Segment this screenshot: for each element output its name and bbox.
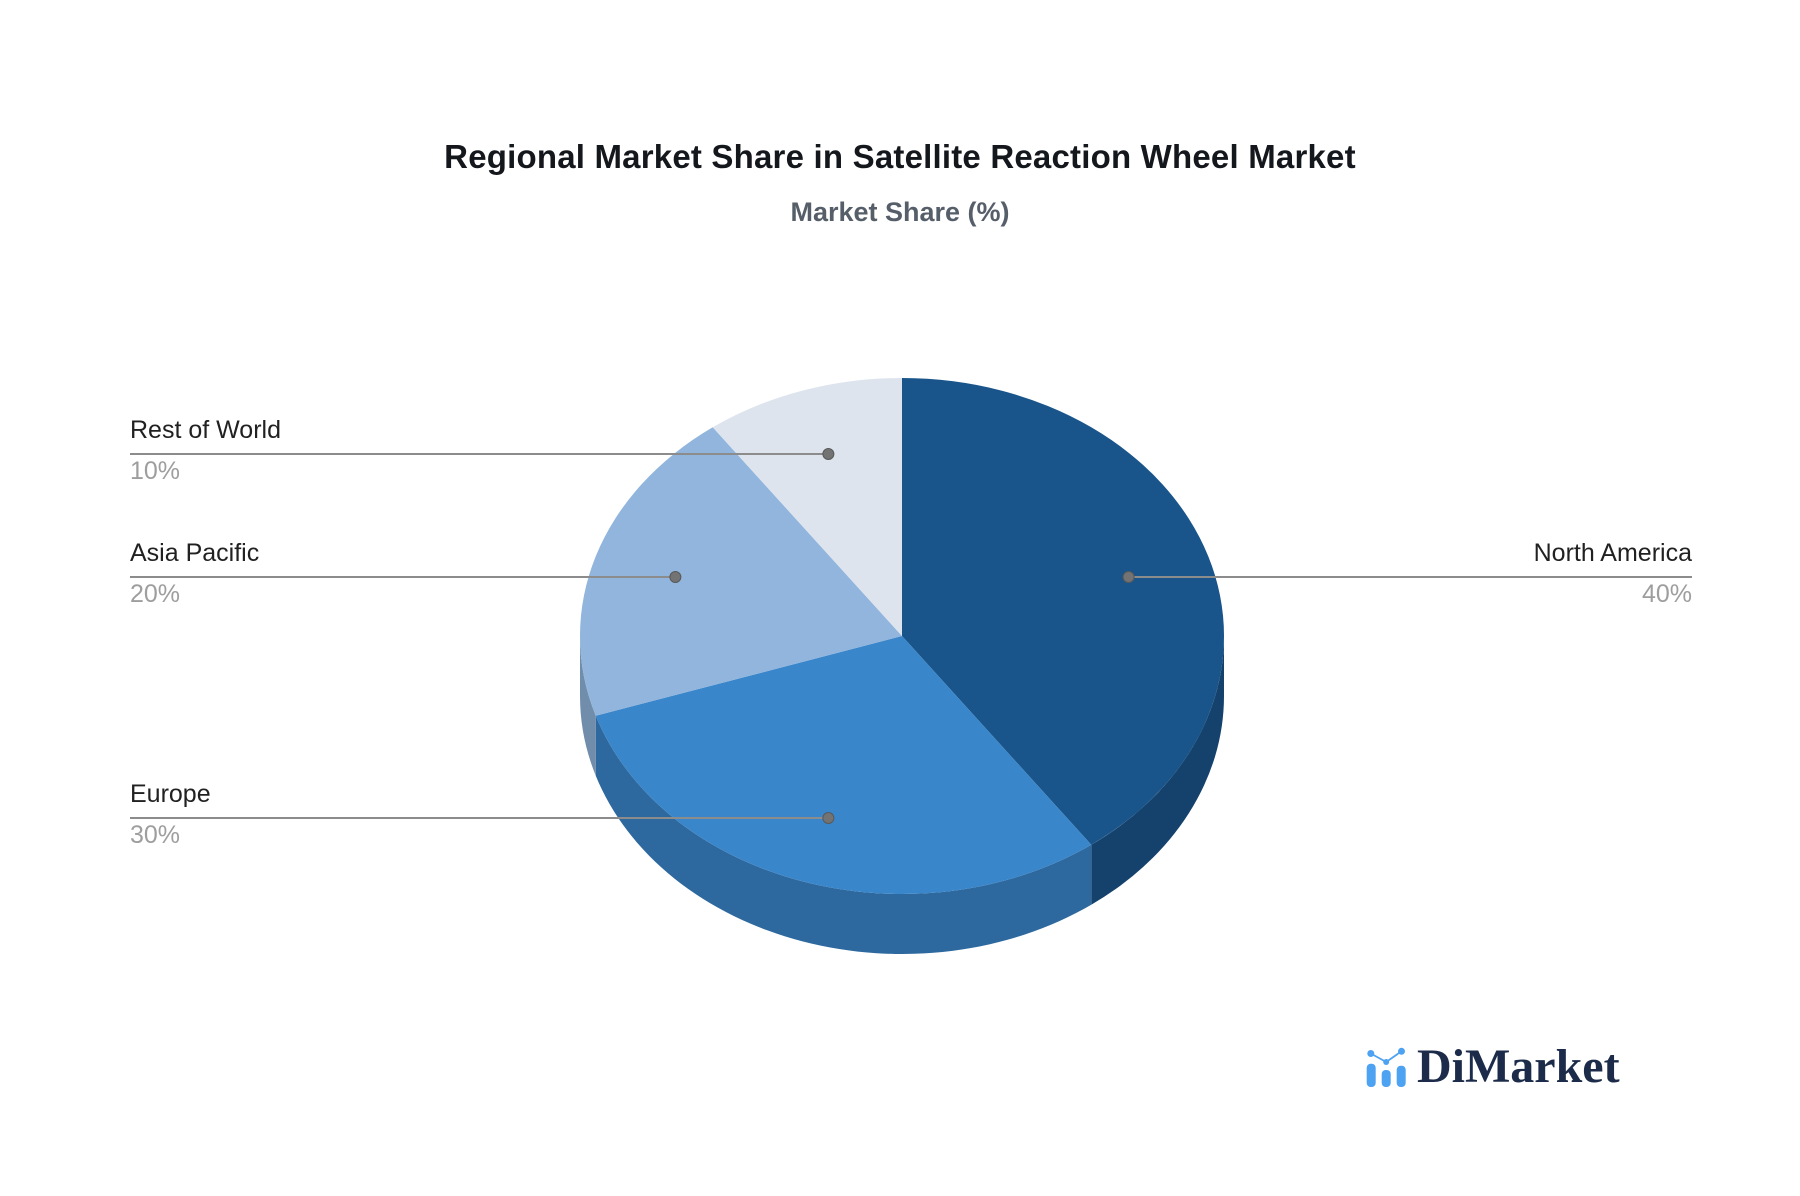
slice-label: Rest of World bbox=[130, 416, 281, 444]
pie-slice-rest-of-world[interactable] bbox=[712, 378, 902, 636]
chart-title: Regional Market Share in Satellite React… bbox=[444, 138, 1356, 175]
slice-value: 30% bbox=[130, 821, 181, 849]
pie-slice-side-europe bbox=[595, 715, 1092, 955]
slice-value: 20% bbox=[130, 580, 181, 608]
leader-dot-asia-pacific bbox=[669, 571, 682, 583]
slice-value: 40% bbox=[1641, 580, 1692, 608]
pie-label-north-america: North America 40% bbox=[1534, 539, 1692, 608]
slice-value: 10% bbox=[130, 457, 181, 485]
leader-dot-north-america bbox=[1122, 571, 1135, 583]
bar-chart-sparkline-icon bbox=[1366, 1047, 1406, 1087]
pie-slice-side-north-america bbox=[1091, 636, 1224, 905]
slice-label: Europe bbox=[130, 780, 211, 808]
slice-label: Asia Pacific bbox=[130, 539, 260, 567]
pie-slice-europe[interactable] bbox=[595, 636, 1092, 895]
chart-subtitle: Market Share (%) bbox=[790, 197, 1010, 227]
pie-slice-north-america[interactable] bbox=[902, 378, 1225, 845]
slice-label: North America bbox=[1533, 539, 1692, 567]
pie-slice-side-asia-pacific bbox=[580, 636, 596, 776]
leader-dot-rest-of-world bbox=[822, 448, 835, 460]
leader-dot-europe bbox=[822, 812, 835, 824]
logo-text: DiMarket bbox=[1417, 1040, 1620, 1093]
pie-label-asia-pacific: Asia Pacific 20% bbox=[130, 539, 259, 608]
pie-slice-asia-pacific[interactable] bbox=[579, 427, 902, 716]
pie-label-rest-of-world: Rest of World 10% bbox=[130, 416, 281, 485]
pie-label-europe: Europe 30% bbox=[130, 780, 211, 849]
